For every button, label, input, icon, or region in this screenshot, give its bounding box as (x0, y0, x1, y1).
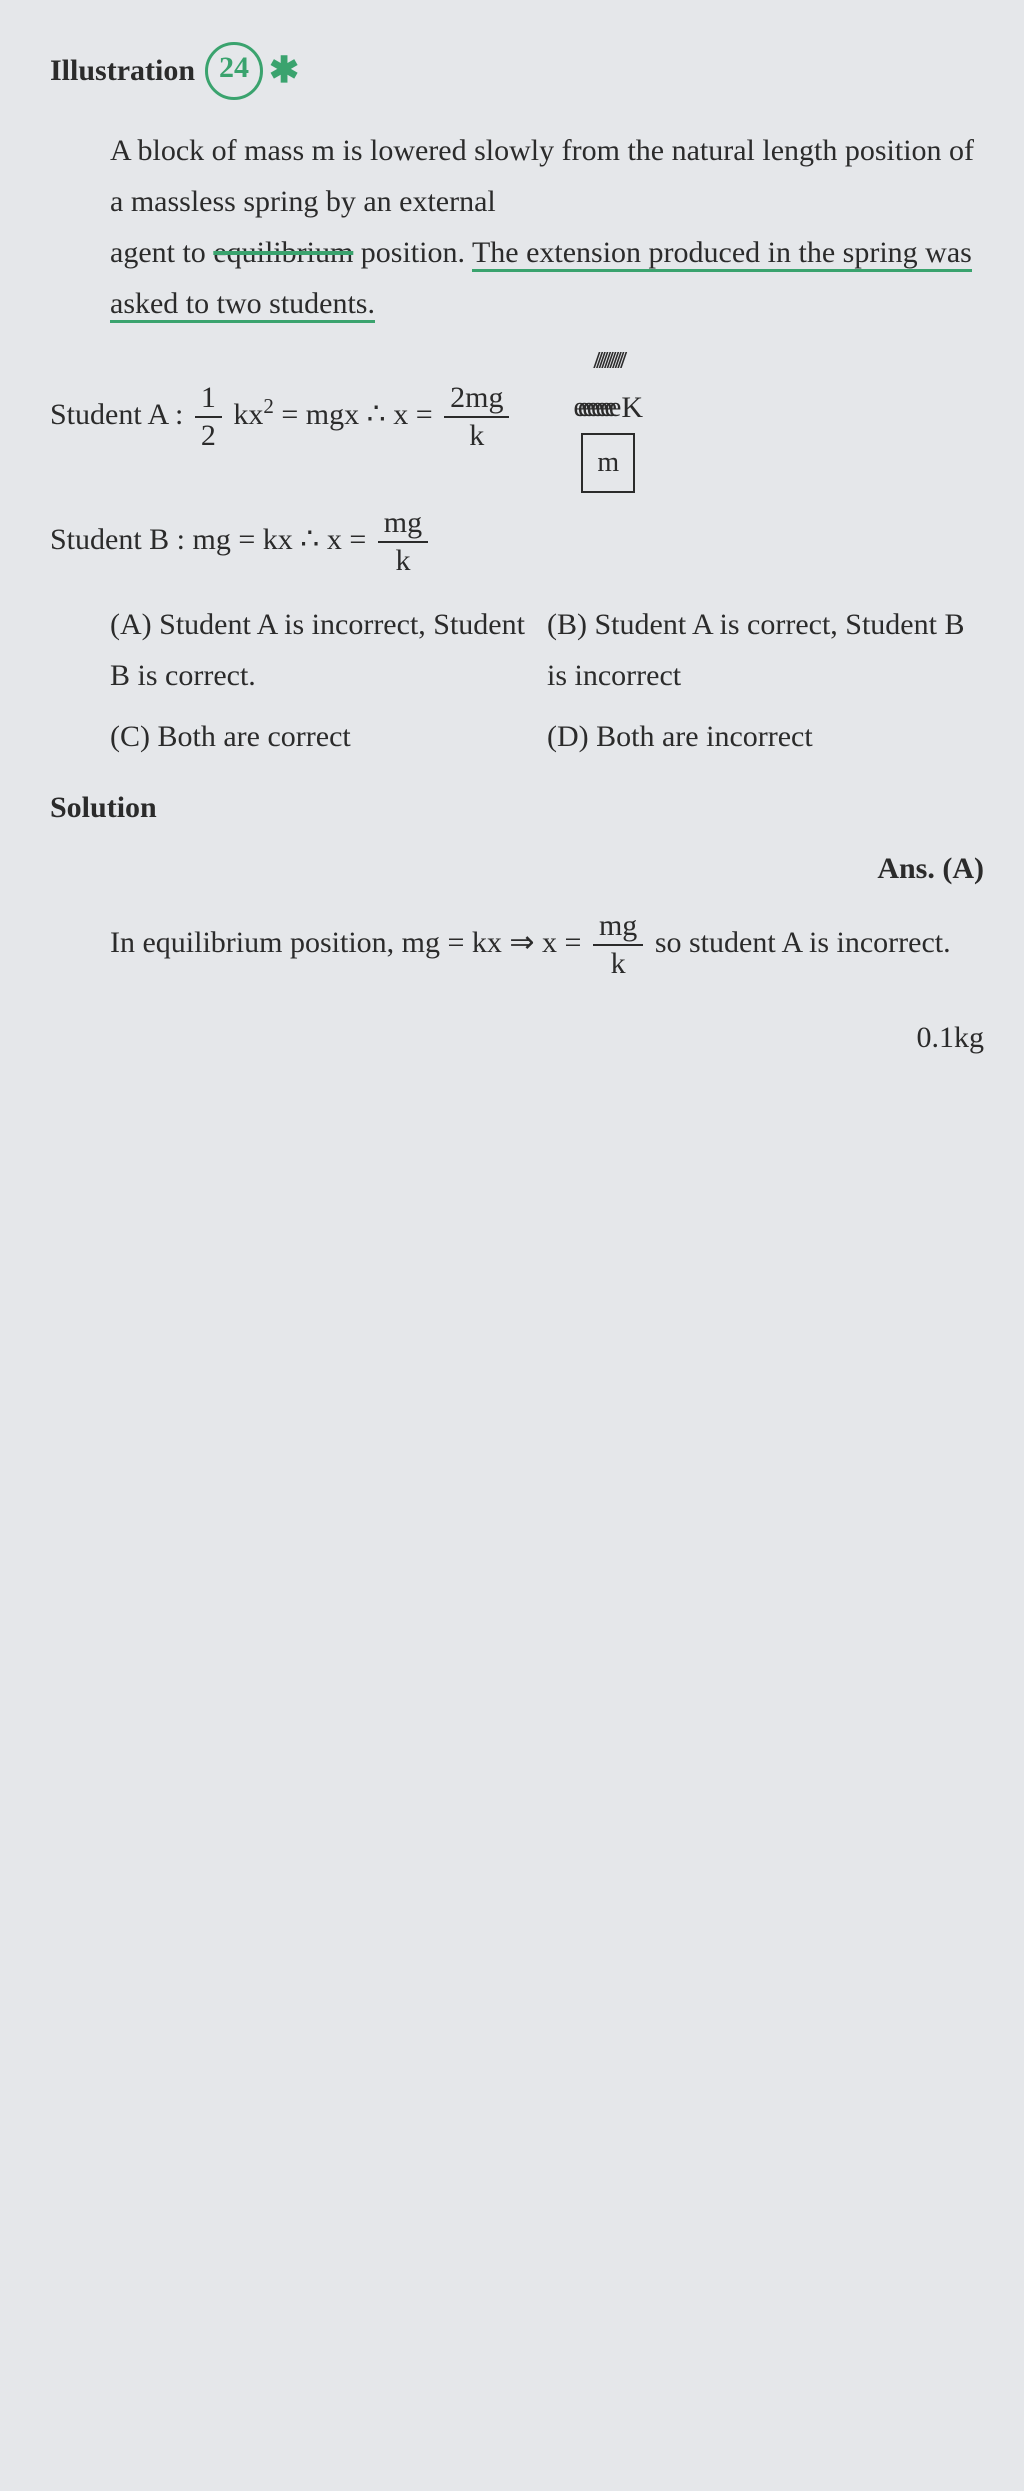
solution-fraction-den: k (593, 946, 643, 982)
solution-text-1: In equilibrium position, mg = kx ⇒ x = (110, 925, 589, 958)
problem-text-equilibrium: equilibrium (213, 236, 353, 269)
solution-text: In equilibrium position, mg = kx ⇒ x = m… (110, 908, 984, 982)
option-c: (C) Both are correct (110, 711, 547, 762)
option-d: (D) Both are incorrect (547, 711, 984, 762)
student-a-prefix: Student A : (50, 398, 191, 431)
fraction-mg-k: mg k (378, 505, 428, 579)
student-a-kx: kx (233, 398, 263, 431)
problem-text-2a: agent to (110, 236, 213, 269)
problem-statement: A block of mass m is lowered slowly from… (110, 125, 984, 329)
problem-line-2: agent to equilibrium position. The exten… (110, 227, 984, 329)
problem-text-1: A block of mass m is lowered slowly from… (110, 134, 974, 218)
fraction-2mg-k: 2mg k (444, 380, 509, 454)
student-b-equation: Student B : mg = kx ∴ x = mg k (50, 505, 432, 579)
solution-answer: Ans. (A) (50, 843, 984, 894)
fraction-mg-num: mg (378, 505, 428, 543)
illustration-label: Illustration (50, 45, 195, 96)
options-block: (A) Student A is incorrect, Student B is… (110, 599, 984, 762)
figure-k-label: K (621, 382, 643, 433)
problem-text-2c: position. (353, 236, 472, 269)
student-a-eq: = mgx ∴ x = (281, 398, 440, 431)
option-b: (B) Student A is correct, Student B is i… (547, 599, 984, 701)
fraction-mg-den: k (378, 543, 428, 579)
option-a: (A) Student A is incorrect, Student B is… (110, 599, 547, 701)
problem-line-1: A block of mass m is lowered slowly from… (110, 125, 984, 227)
student-a-equation: Student A : 1 2 kx2 = mgx ∴ x = 2mg k (50, 380, 513, 454)
option-row-1: (A) Student A is incorrect, Student B is… (110, 599, 984, 701)
fraction-half: 1 2 (195, 380, 222, 454)
solution-fraction-num: mg (593, 908, 643, 946)
footer-note: 0.1kg (50, 1012, 984, 1063)
student-b-row: Student B : mg = kx ∴ x = mg k (50, 505, 984, 579)
fraction-2mg-den: k (444, 418, 509, 454)
spring-mass-figure: /////////// eeeeeeeee K m (573, 341, 643, 492)
figure-spring-icon: eeeeeeeee (573, 384, 613, 432)
figure-mass-box: m (581, 433, 635, 493)
illustration-heading: Illustration 24 ✱ (50, 40, 984, 101)
fraction-2mg-num: 2mg (444, 380, 509, 418)
option-row-2: (C) Both are correct (D) Both are incorr… (110, 711, 984, 762)
solution-text-2: so student A is incorrect. (655, 925, 951, 958)
fraction-half-num: 1 (195, 380, 222, 418)
student-a-row: Student A : 1 2 kx2 = mgx ∴ x = 2mg k //… (50, 341, 984, 492)
solution-heading: Solution (50, 782, 984, 833)
student-b-prefix: Student B : mg = kx ∴ x = (50, 522, 374, 555)
student-a-exp: 2 (263, 394, 274, 418)
solution-fraction: mg k (593, 908, 643, 982)
illustration-number: 24 (205, 42, 263, 100)
annotation-star-icon: ✱ (269, 40, 299, 101)
figure-ceiling: /////////// (594, 341, 623, 382)
fraction-half-den: 2 (195, 418, 222, 454)
